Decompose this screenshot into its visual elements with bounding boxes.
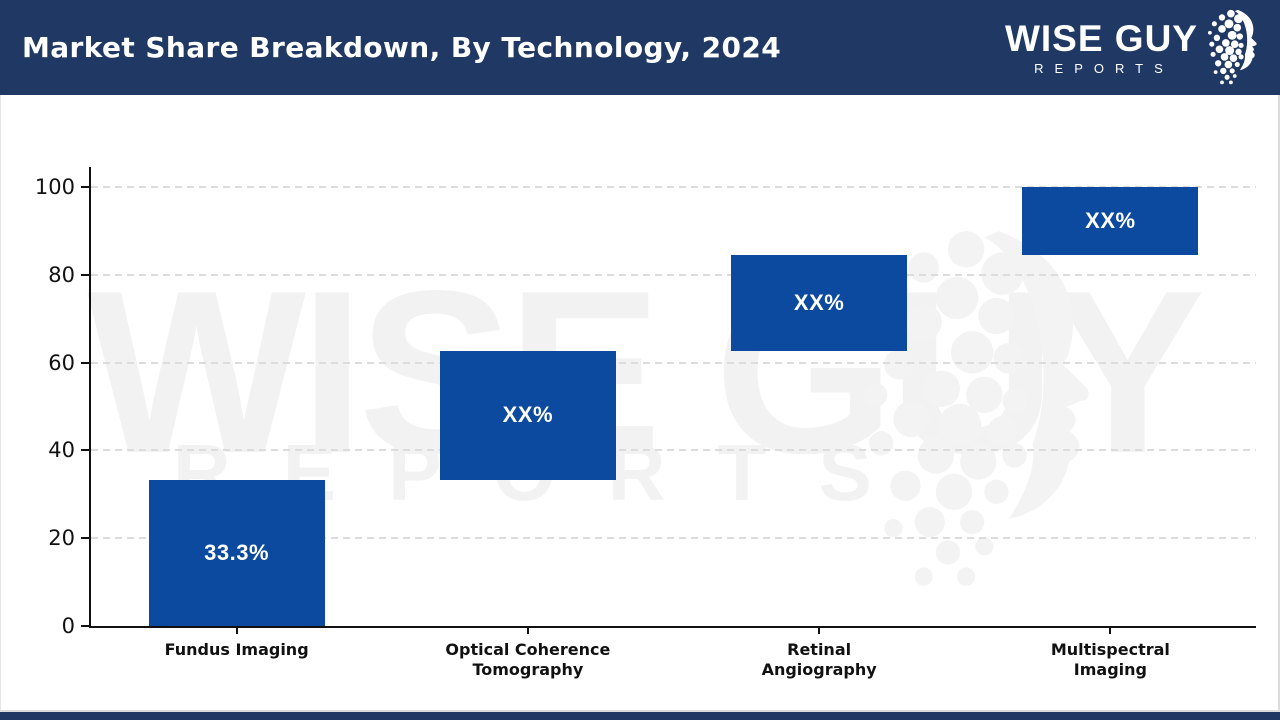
y-axis-tick [81,273,89,276]
gridline [91,186,1256,188]
bar-segment: XX% [731,255,908,351]
bar-segment: XX% [1022,187,1199,256]
header-bar: Market Share Breakdown, By Technology, 2… [0,0,1280,95]
x-axis-tick [1109,626,1112,634]
chart-canvas: WISE GUY REPORTS 02040608010033.3%Fundus… [0,95,1280,712]
bar-value-label: XX% [502,402,554,428]
wiseguy-head-icon [1208,9,1257,84]
x-axis-label: Multispectral Imaging [960,640,1260,681]
brand-logo: WISE GUY REPORTS [1005,6,1266,90]
brand-subtitle: REPORTS [1034,60,1174,76]
y-axis-tick [81,361,89,364]
y-axis-tick-label: 80 [48,262,75,287]
page-title: Market Share Breakdown, By Technology, 2… [22,31,782,64]
x-axis-tick [526,626,529,634]
gridline [91,273,1256,276]
y-axis-tick-label: 20 [48,526,75,551]
bar-segment: XX% [439,350,616,480]
plot-area: 0 20 40 60 80 100 33.3% Fundus Imaging XX% Optica… [35,167,1256,679]
x-axis-label-line: Angiography [761,660,877,680]
x-axis-label-line: Multispectral [1050,640,1170,659]
y-axis-tick-label: 40 [48,438,75,463]
x-axis-label-line: Imaging [1073,660,1147,680]
bar-segment: 33.3% [148,479,325,626]
gridline [91,449,1256,452]
brand-text: WISE GUY REPORTS [1005,20,1198,76]
bar-value-label: 33.3% [204,539,270,565]
y-axis-tick-label: 100 [34,175,75,199]
x-axis-label-line: Retinal [787,640,852,659]
x-axis-label-line: Optical Coherence [445,640,611,659]
gridline [91,537,1256,540]
x-axis-label-line: Tomography [472,660,584,680]
x-axis-label: Optical Coherence Tomography [378,640,678,681]
brand-name: WISE GUY [1004,17,1198,59]
gridline [91,361,1256,364]
y-axis-tick [81,449,89,452]
x-axis-label: Retinal Angiography [669,640,969,681]
footer-bar [0,712,1280,720]
y-axis-tick [81,537,89,540]
x-axis-tick [818,626,821,634]
bar-value-label: XX% [1085,208,1136,234]
x-axis-label-line: Fundus Imaging [164,640,309,659]
y-axis-tick-label: 60 [48,350,75,375]
x-axis-label: Fundus Imaging [87,640,387,660]
x-axis-tick [235,626,238,634]
y-axis-tick [81,186,89,188]
bar-value-label: XX% [793,290,845,316]
y-axis-tick [81,625,89,627]
y-axis-tick-label: 0 [61,614,75,638]
